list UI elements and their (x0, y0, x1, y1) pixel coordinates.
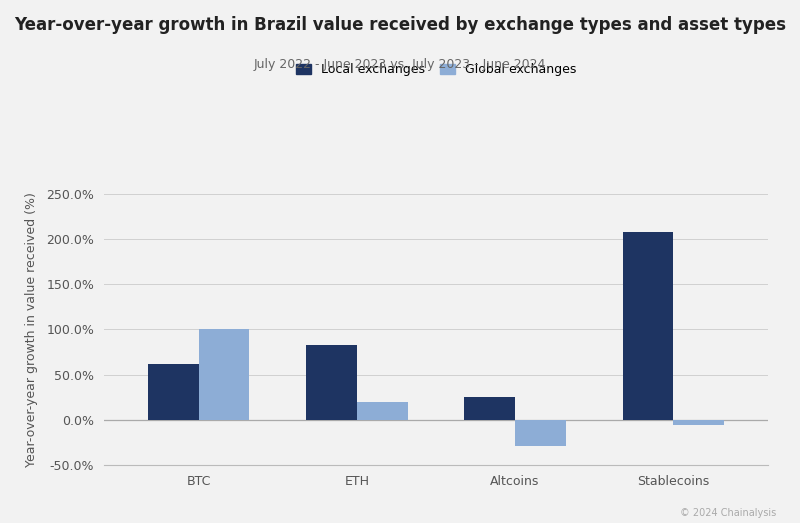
Bar (306, 345, 357, 420)
Bar (465, 397, 515, 420)
Legend: Local exchanges, Global exchanges: Local exchanges, Global exchanges (291, 59, 581, 82)
Text: © 2024 Chainalysis: © 2024 Chainalysis (680, 508, 776, 518)
Bar (148, 364, 199, 420)
Bar (515, 420, 566, 446)
Text: July 2022 - June 2023 vs. July 2023 - June 2024: July 2022 - June 2023 vs. July 2023 - Ju… (254, 58, 546, 71)
Text: Year-over-year growth in Brazil value received by exchange types and asset types: Year-over-year growth in Brazil value re… (14, 16, 786, 33)
Bar (199, 329, 250, 420)
Bar (622, 233, 673, 420)
Bar (357, 402, 407, 420)
Y-axis label: Year-over-year growth in value received (%): Year-over-year growth in value received … (25, 192, 38, 467)
Bar (673, 420, 724, 425)
